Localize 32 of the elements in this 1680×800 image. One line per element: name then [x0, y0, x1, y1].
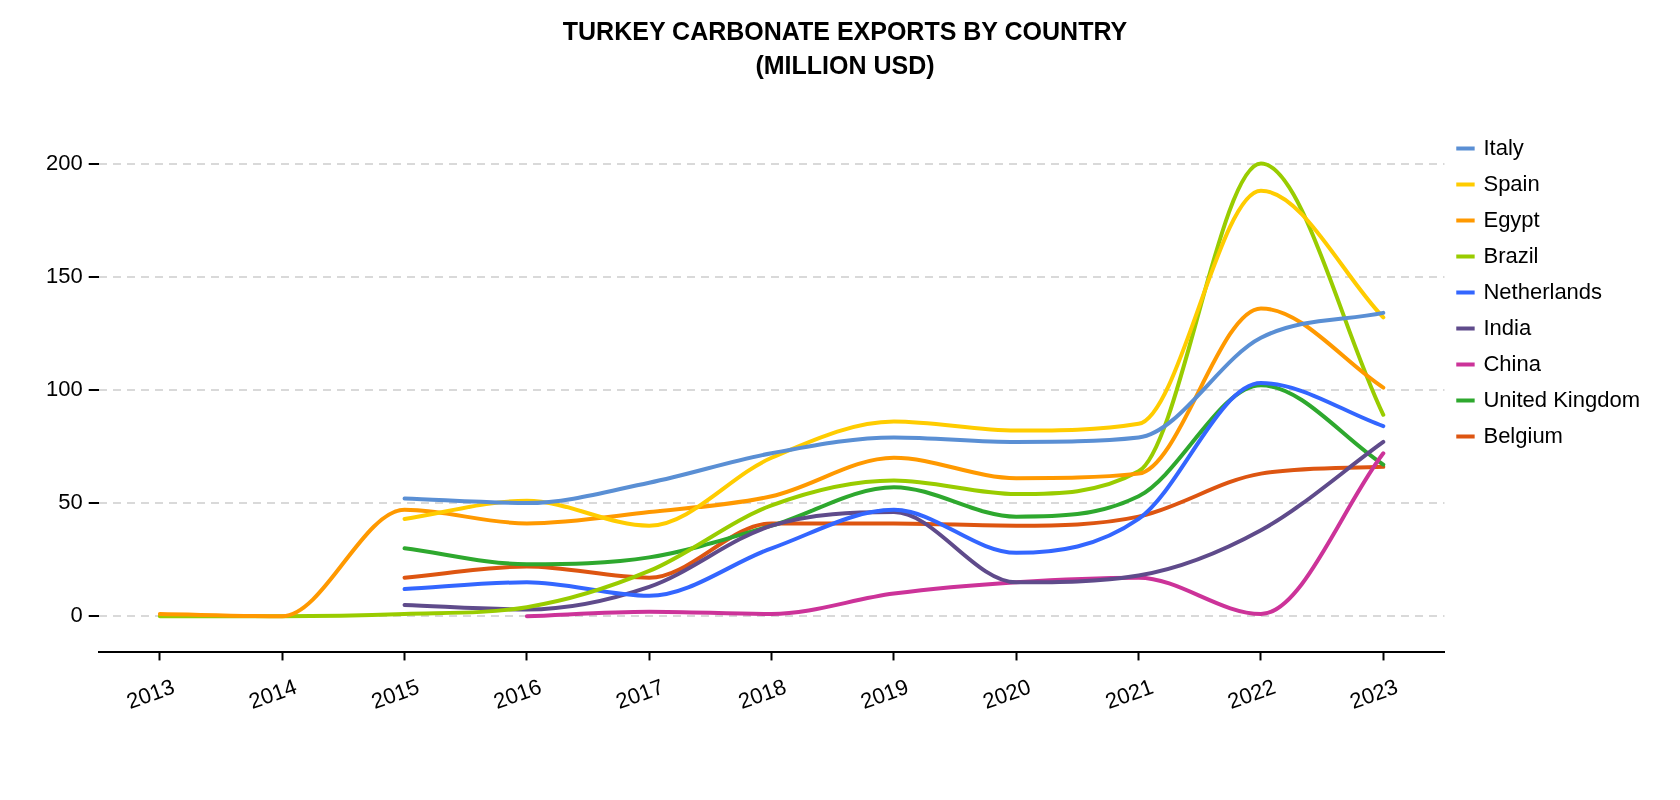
- legend-label: Belgium: [1483, 422, 1563, 448]
- legend-label: India: [1483, 314, 1532, 340]
- legend-label: Netherlands: [1483, 278, 1603, 304]
- x-tick-label: 2022: [1224, 673, 1279, 714]
- x-tick-label: 2020: [979, 673, 1035, 714]
- line-series: [402, 464, 1386, 580]
- x-tick-label: 2014: [245, 673, 300, 714]
- line-series: [157, 306, 1386, 619]
- line-series: [402, 310, 1386, 506]
- x-tick-label: 2017: [612, 673, 668, 714]
- line-series: [402, 439, 1386, 612]
- x-tick-label: 2021: [1101, 673, 1157, 714]
- y-tick-label: 200: [45, 149, 83, 175]
- x-tick-label: 2018: [734, 673, 790, 714]
- legend-label: Italy: [1483, 134, 1524, 160]
- x-tick-label: 2019: [857, 673, 912, 714]
- y-tick-label: 150: [45, 262, 83, 288]
- line-series: [402, 381, 1386, 598]
- x-tick-label: 2016: [490, 673, 545, 714]
- legend-label: Brazil: [1483, 242, 1539, 268]
- legend-label: United Kingdom: [1483, 386, 1641, 412]
- legend-label: China: [1483, 350, 1542, 376]
- y-tick-label: 50: [58, 489, 83, 515]
- x-tick-label: 2015: [367, 673, 423, 714]
- x-tick-label: 2023: [1346, 673, 1402, 714]
- chart-title: TURKEY CARBONATE EXPORTS BY COUNTRY (MILLION USD): [562, 16, 1128, 79]
- x-tick-label: 2013: [123, 673, 178, 714]
- legend-label: Egypt: [1483, 206, 1540, 232]
- y-tick-label: 0: [70, 602, 83, 628]
- legend-label: Spain: [1483, 170, 1540, 196]
- line-series: [402, 188, 1386, 528]
- y-tick-label: 100: [45, 375, 83, 401]
